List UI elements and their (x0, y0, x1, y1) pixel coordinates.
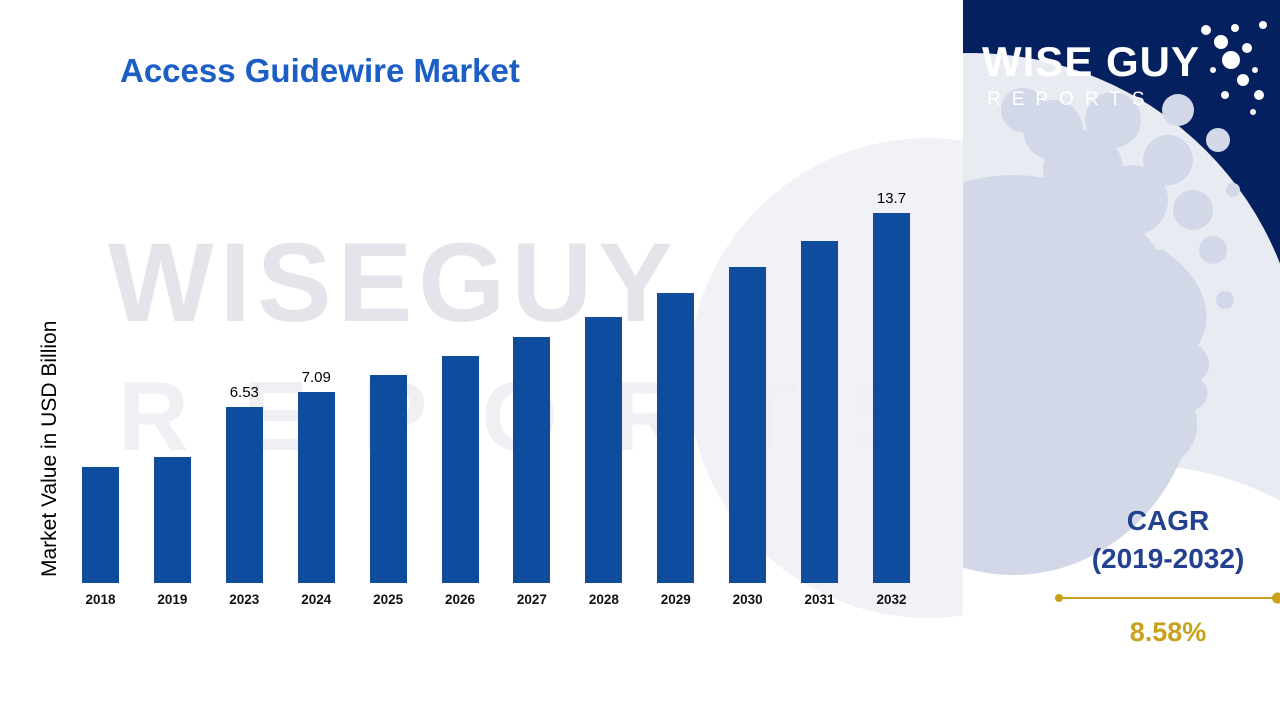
bar (801, 241, 839, 583)
bar-group-2025: 2025 (369, 352, 407, 607)
bar (441, 356, 479, 583)
bar-value-label: 7.09 (301, 369, 331, 386)
bar (513, 337, 551, 583)
bar-group-2030: 2030 (729, 244, 767, 607)
bar-group-2024: 7.09 2024 (297, 369, 335, 607)
bar-group-2029: 2029 (657, 270, 695, 607)
logo-dots (1201, 21, 1267, 115)
divider-dot-left (1055, 594, 1063, 602)
bar-value-label: 6.53 (229, 384, 259, 401)
x-tick-label: 2029 (660, 592, 691, 607)
bar-group-2027: 2027 (513, 314, 551, 607)
bar-group-2023: 6.53 2023 (225, 384, 263, 607)
gold-divider (1055, 592, 1280, 604)
side-panel-graphic (963, 0, 1280, 720)
logo-wordmark: WISE GUY (982, 38, 1201, 85)
bar (872, 213, 910, 583)
x-tick-label: 2023 (229, 592, 260, 607)
x-tick-label: 2027 (516, 592, 547, 607)
cagr-label: CAGR (1126, 505, 1210, 536)
bar (153, 457, 191, 583)
bar-group-2031: 2031 (801, 218, 839, 607)
face-graphic (963, 88, 1240, 575)
cagr-range: (2019-2032) (1091, 543, 1245, 574)
bar (297, 392, 335, 583)
bar-group-2018: 2018 (82, 444, 119, 607)
x-tick-label: 2019 (157, 592, 188, 607)
bar (225, 407, 263, 583)
x-tick-label: 2032 (876, 592, 907, 607)
y-axis-label: Market Value in USD Billion (38, 320, 61, 577)
cagr-block: CAGR (2019-2032) 8.58% (1055, 505, 1280, 648)
bar (82, 467, 119, 583)
bar-plot: 2018 2019 6.53 2023 7.09 2024 2025 2026 2027 2028… (82, 170, 910, 607)
bar-group-2019: 2019 (153, 434, 191, 607)
page-title: Access Guidewire Market (120, 52, 520, 90)
bar-group-2028: 2028 (585, 294, 623, 607)
x-tick-label: 2024 (301, 592, 332, 607)
x-tick-label: 2018 (85, 592, 116, 607)
watermark-line1: WISEGUY (108, 220, 679, 345)
divider-dot-right (1272, 592, 1280, 604)
x-tick-label: 2030 (732, 592, 763, 607)
x-tick-label: 2031 (804, 592, 835, 607)
x-tick-label: 2026 (445, 592, 476, 607)
logo-subtitle: REPORTS (987, 89, 1156, 110)
bar (657, 293, 695, 583)
bar-group-2026: 2026 (441, 333, 479, 607)
bar (369, 375, 407, 583)
bar (729, 267, 767, 583)
logo: WISE GUY REPORTS (982, 38, 1200, 111)
bar-group-2032: 13.7 2032 (872, 190, 910, 607)
bar-value-label: 13.7 (876, 190, 907, 207)
cagr-value: 8.58% (1129, 617, 1207, 647)
bar (585, 317, 623, 583)
x-tick-label: 2025 (373, 592, 404, 607)
x-tick-label: 2028 (588, 592, 619, 607)
